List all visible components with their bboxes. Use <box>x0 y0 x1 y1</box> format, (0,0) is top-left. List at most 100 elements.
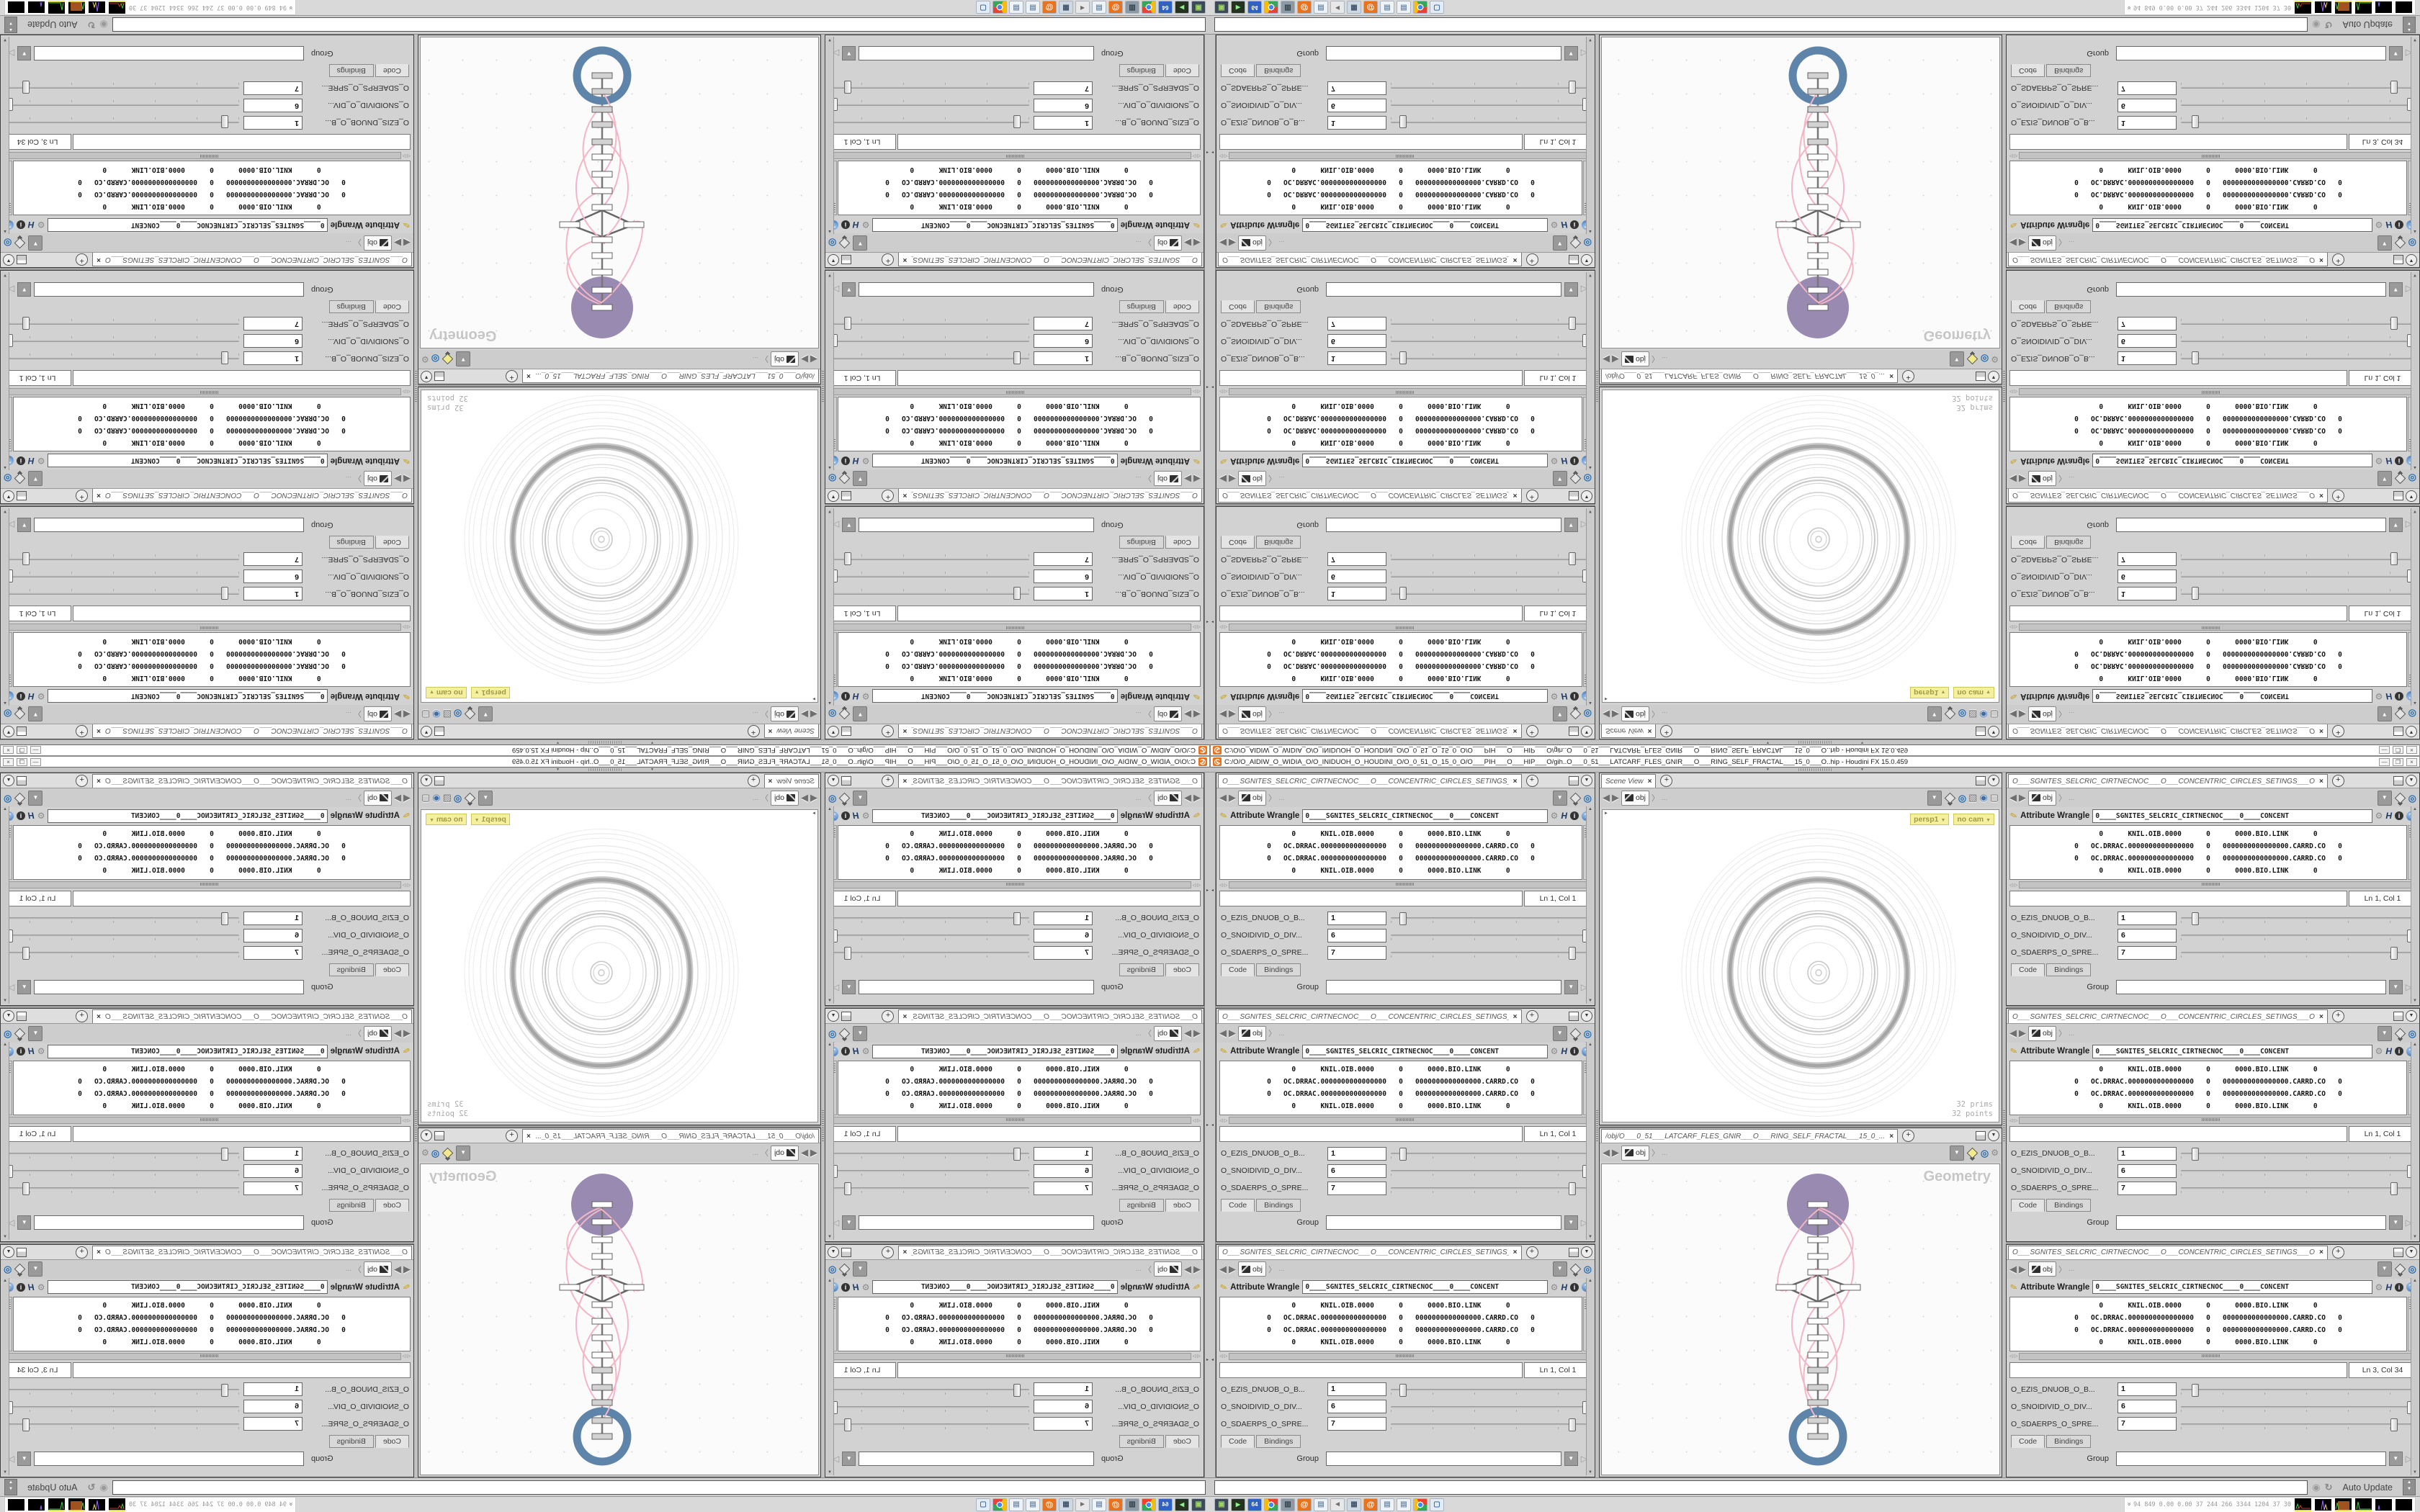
obj-context-button[interactable]: obj <box>363 706 392 722</box>
pin-icon[interactable] <box>2394 792 2406 804</box>
auto-update-spinner[interactable]: ▲ ▼ <box>4 1479 17 1495</box>
pane-tab[interactable]: O___SGNITES_SELCRIC_CIRTNECNOC___O___CON… <box>92 1009 412 1024</box>
hscroll-track[interactable] <box>2019 624 2416 631</box>
houdini-help-icon[interactable]: H <box>1561 1046 1567 1057</box>
snippet-field[interactable] <box>2009 369 2347 386</box>
houdini-help-icon[interactable]: H <box>853 811 859 821</box>
hscroll-grip[interactable] <box>199 626 218 629</box>
tab-bindings[interactable]: Bindings <box>1256 963 1301 976</box>
splitter-arrow-icon[interactable]: ▼ <box>1766 740 1770 744</box>
close-tab-icon[interactable]: × <box>97 491 102 500</box>
new-tab-button[interactable]: + <box>882 489 895 502</box>
node-graph-render[interactable] <box>1602 37 2000 348</box>
taskbar-icon[interactable] <box>1142 1498 1156 1511</box>
group-dropdown-icon[interactable]: ▼ <box>842 518 856 532</box>
houdini-help-icon[interactable]: H <box>2385 1046 2392 1057</box>
hscroll-track[interactable] <box>2019 881 2416 888</box>
code-hscrollbar[interactable]: ◁ ▷ <box>1219 387 1592 395</box>
new-tab-button[interactable]: + <box>2331 253 2344 266</box>
parameter-slider[interactable] <box>830 929 1029 942</box>
parameter-slider[interactable] <box>2181 98 2414 112</box>
slider-handle[interactable] <box>22 316 30 330</box>
splitter-grip[interactable] <box>822 371 824 403</box>
houdini-help-icon[interactable]: H <box>853 691 859 701</box>
path-dropdown-button[interactable]: ▼ <box>28 706 43 722</box>
parameter-slider[interactable] <box>1391 587 1587 600</box>
group-input[interactable] <box>859 282 1094 297</box>
forward-icon[interactable]: ▶ <box>394 1027 401 1039</box>
cube-view-icon[interactable]: ▧ <box>442 709 452 720</box>
pane-tab[interactable]: O___SGNITES_SELCRIC_CIRTNECNOC___O___CON… <box>2008 1009 2328 1024</box>
gear-icon[interactable]: ⚙ <box>37 220 45 230</box>
hscroll-track[interactable] <box>828 881 1191 888</box>
tab-bindings[interactable]: Bindings <box>328 1199 374 1212</box>
back-icon[interactable]: ◀ <box>1219 1027 1227 1039</box>
parameter-slider[interactable] <box>8 1182 239 1196</box>
group-dropdown-icon[interactable]: ▼ <box>17 1215 32 1230</box>
pane-menu-icon[interactable]: ▼ <box>828 726 839 737</box>
perf-thumb[interactable] <box>68 1498 85 1511</box>
close-button[interactable]: × <box>3 757 14 766</box>
pane-menu-icon[interactable]: ▼ <box>421 371 432 382</box>
forward-icon[interactable]: ▶ <box>1184 473 1191 485</box>
houdini-help-icon[interactable]: H <box>853 220 859 230</box>
back-icon[interactable]: ◀ <box>1219 473 1227 485</box>
gear-icon[interactable]: ⚙ <box>1550 1282 1559 1292</box>
close-tab-icon[interactable]: × <box>1647 726 1652 735</box>
pane-tab[interactable]: O___SGNITES_SELCRIC_CIRTNECNOC___O___CON… <box>1218 774 1522 788</box>
pane-scrollbar[interactable]: ▲ ▼ <box>826 508 834 706</box>
new-tab-button[interactable]: + <box>1660 725 1673 737</box>
maximize-pane-icon[interactable] <box>434 372 444 381</box>
group-pick-icon[interactable]: ▷ <box>1580 982 1587 992</box>
houdini-help-icon[interactable]: H <box>1561 455 1567 466</box>
hscroll-grip[interactable] <box>199 1118 218 1122</box>
hscroll-track[interactable] <box>828 387 1191 395</box>
pane-tab[interactable]: O___SGNITES_SELCRIC_CIRTNECNOC___O___CON… <box>1218 1245 1522 1259</box>
parameter-value-input[interactable]: 1 <box>1327 911 1386 925</box>
new-tab-button[interactable]: + <box>882 1246 895 1259</box>
camera-menu[interactable]: no cam ▼ <box>426 814 467 825</box>
taskbar-icon[interactable]: ▣ <box>1214 1498 1229 1511</box>
node-name-input[interactable]: 0____SGNITES_SELCRIC_CIRTNECNOC____0____… <box>872 689 1118 703</box>
parameter-slider[interactable] <box>2181 81 2412 94</box>
forward-icon[interactable]: ▶ <box>2019 792 2026 803</box>
parameter-value-input[interactable]: 1 <box>1327 587 1386 601</box>
minimize-button[interactable]: — <box>2379 757 2390 766</box>
gear-icon[interactable]: ⚙ <box>861 455 870 466</box>
parameter-value-input[interactable]: 1 <box>1034 351 1093 366</box>
scene-viewport[interactable]: ► <box>421 809 818 1122</box>
forward-icon[interactable]: ▶ <box>1229 1263 1236 1274</box>
pin-icon[interactable] <box>2394 1263 2406 1275</box>
new-tab-button[interactable]: + <box>2331 725 2344 737</box>
maximize-pane-icon[interactable] <box>17 1247 27 1257</box>
taskbar-icon[interactable]: ◄ <box>1330 1498 1345 1511</box>
new-tab-button[interactable]: + <box>76 253 89 266</box>
new-tab-button[interactable]: + <box>1525 1010 1538 1023</box>
houdini-help-icon[interactable]: H <box>853 1282 859 1292</box>
pane-scrollbar[interactable]: ▲ ▼ <box>1586 508 1594 706</box>
code-hscrollbar[interactable]: ◁ ▷ <box>1219 1352 1592 1360</box>
group-input[interactable] <box>34 980 304 994</box>
forward-icon[interactable]: ▶ <box>1612 709 1619 720</box>
slider-handle[interactable] <box>1013 912 1021 925</box>
refresh-icon[interactable]: ↻ <box>87 1481 96 1493</box>
slider-handle[interactable] <box>22 947 30 960</box>
slider-handle[interactable] <box>2192 1148 2200 1161</box>
code-hscrollbar[interactable]: ◁ ▷ <box>828 1117 1201 1125</box>
pin-icon[interactable] <box>2394 1027 2406 1040</box>
parameter-slider[interactable] <box>833 1418 1029 1431</box>
back-icon[interactable]: ◀ <box>1219 238 1227 249</box>
parameter-value-input[interactable]: 6 <box>2118 928 2177 942</box>
splitter-arrow-icon[interactable]: ▼ <box>1860 768 1864 772</box>
houdini-help-icon[interactable]: H <box>2385 691 2392 701</box>
pane-tab[interactable]: O___SGNITES_SELCRIC_CIRTNECNOC___O___CON… <box>1218 1009 1522 1024</box>
info-icon[interactable]: i <box>841 1282 850 1292</box>
taskbar-icon[interactable] <box>1413 1498 1428 1511</box>
parameter-slider[interactable] <box>1391 81 1587 94</box>
gear-icon[interactable]: ⚙ <box>37 691 45 701</box>
group-input[interactable] <box>2116 282 2386 297</box>
code-hscrollbar[interactable]: ◁ ▷ <box>4 624 411 631</box>
forward-icon[interactable]: ▶ <box>1612 354 1619 365</box>
hscroll-grip[interactable] <box>2202 390 2221 394</box>
